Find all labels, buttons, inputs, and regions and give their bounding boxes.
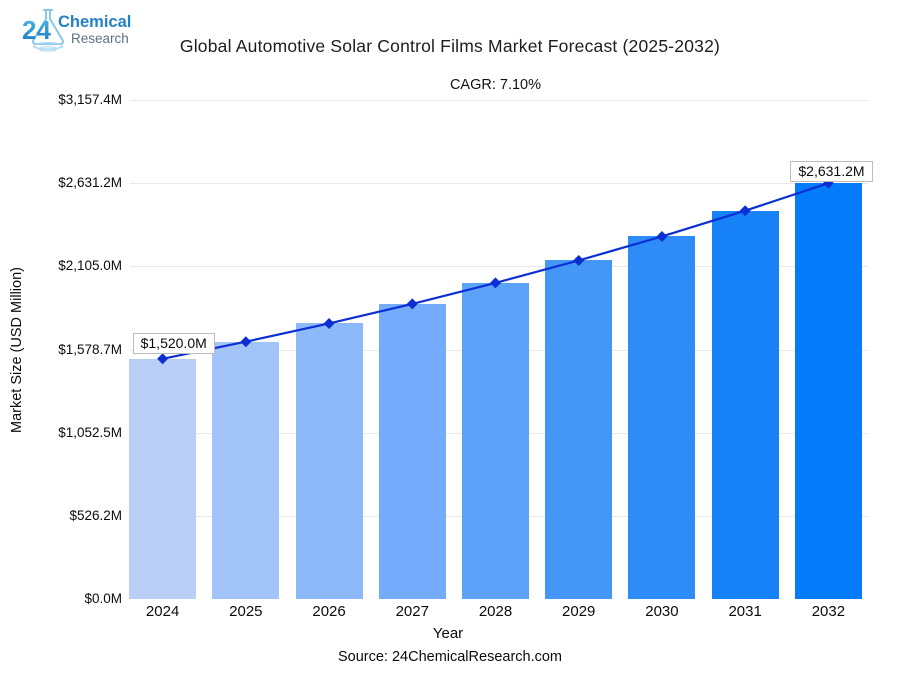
bar-2032 [794,183,862,599]
annotation-2024: $1,520.0M [132,332,215,354]
bar-2029 [545,260,613,599]
bar-2027 [378,303,446,599]
y-tick-label: $2,105.0M [58,258,122,274]
logo-text-chemical: Chemical [58,13,131,31]
x-axis-title: Year [432,625,464,642]
y-tick-label: $526.2M [69,507,122,523]
x-tick-label: 2030 [645,603,679,620]
logo-24chemicalresearch: 24 Chemical Research [18,5,136,53]
x-tick-label: 2032 [811,603,846,620]
bar-2025 [212,341,280,599]
x-tick-label: 2025 [229,603,263,620]
logo-number: 24 [22,15,51,45]
gridline [130,183,868,185]
bar-2026 [295,323,363,599]
chart-title: Global Automotive Solar Control Films Ma… [179,36,721,56]
y-tick-label: $1,052.5M [58,424,122,440]
y-tick-label: $0.0M [84,591,122,606]
annotation-2032: $2,631.2M [790,161,873,183]
y-tick-label: $3,157.4M [58,92,122,107]
x-tick-label: 2028 [478,603,513,620]
bar-2031 [711,210,779,599]
bar-2030 [628,236,696,599]
x-tick-label: 2027 [395,603,429,620]
x-tick-label: 2026 [312,603,346,620]
source-credit: Source: 24ChemicalResearch.com [337,649,563,665]
bar-2028 [462,282,529,599]
cagr-subtitle: CAGR: 7.10% [449,77,542,93]
x-tick-label: 2029 [562,603,596,620]
x-tick-label: 2024 [145,603,180,620]
y-tick-label: $2,631.2M [58,175,122,191]
x-tick-label: 2031 [728,603,762,620]
y-tick-label: $1,578.7M [58,341,122,357]
gridline [130,100,868,101]
logo-text-research: Research [71,31,129,46]
bar-2024 [129,358,197,599]
flask-logo-icon: 24 Chemical Research [22,9,131,52]
